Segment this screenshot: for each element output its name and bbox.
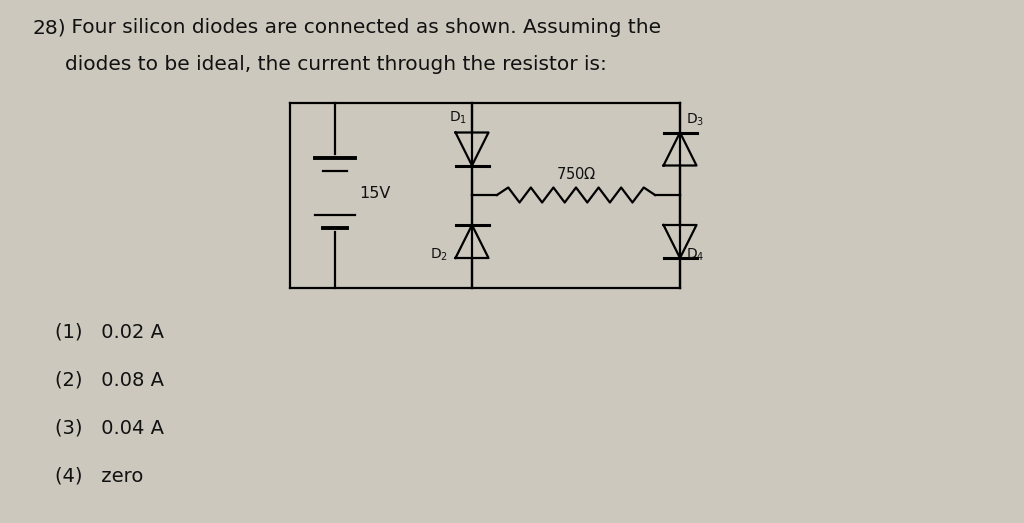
Text: 750$\Omega$: 750$\Omega$: [556, 166, 596, 182]
Text: 28): 28): [32, 18, 66, 37]
Text: Four silicon diodes are connected as shown. Assuming the: Four silicon diodes are connected as sho…: [65, 18, 662, 37]
Text: (2)   0.08 A: (2) 0.08 A: [55, 371, 164, 390]
Text: D$_3$: D$_3$: [686, 111, 705, 128]
Text: (1)   0.02 A: (1) 0.02 A: [55, 323, 164, 342]
Text: D$_2$: D$_2$: [430, 246, 447, 263]
Text: D$_4$: D$_4$: [686, 246, 705, 263]
Text: 15V: 15V: [359, 186, 390, 200]
Text: (4)   zero: (4) zero: [55, 467, 143, 486]
Text: (3)   0.04 A: (3) 0.04 A: [55, 419, 164, 438]
Text: D$_1$: D$_1$: [449, 109, 467, 126]
Text: diodes to be ideal, the current through the resistor is:: diodes to be ideal, the current through …: [65, 55, 607, 74]
